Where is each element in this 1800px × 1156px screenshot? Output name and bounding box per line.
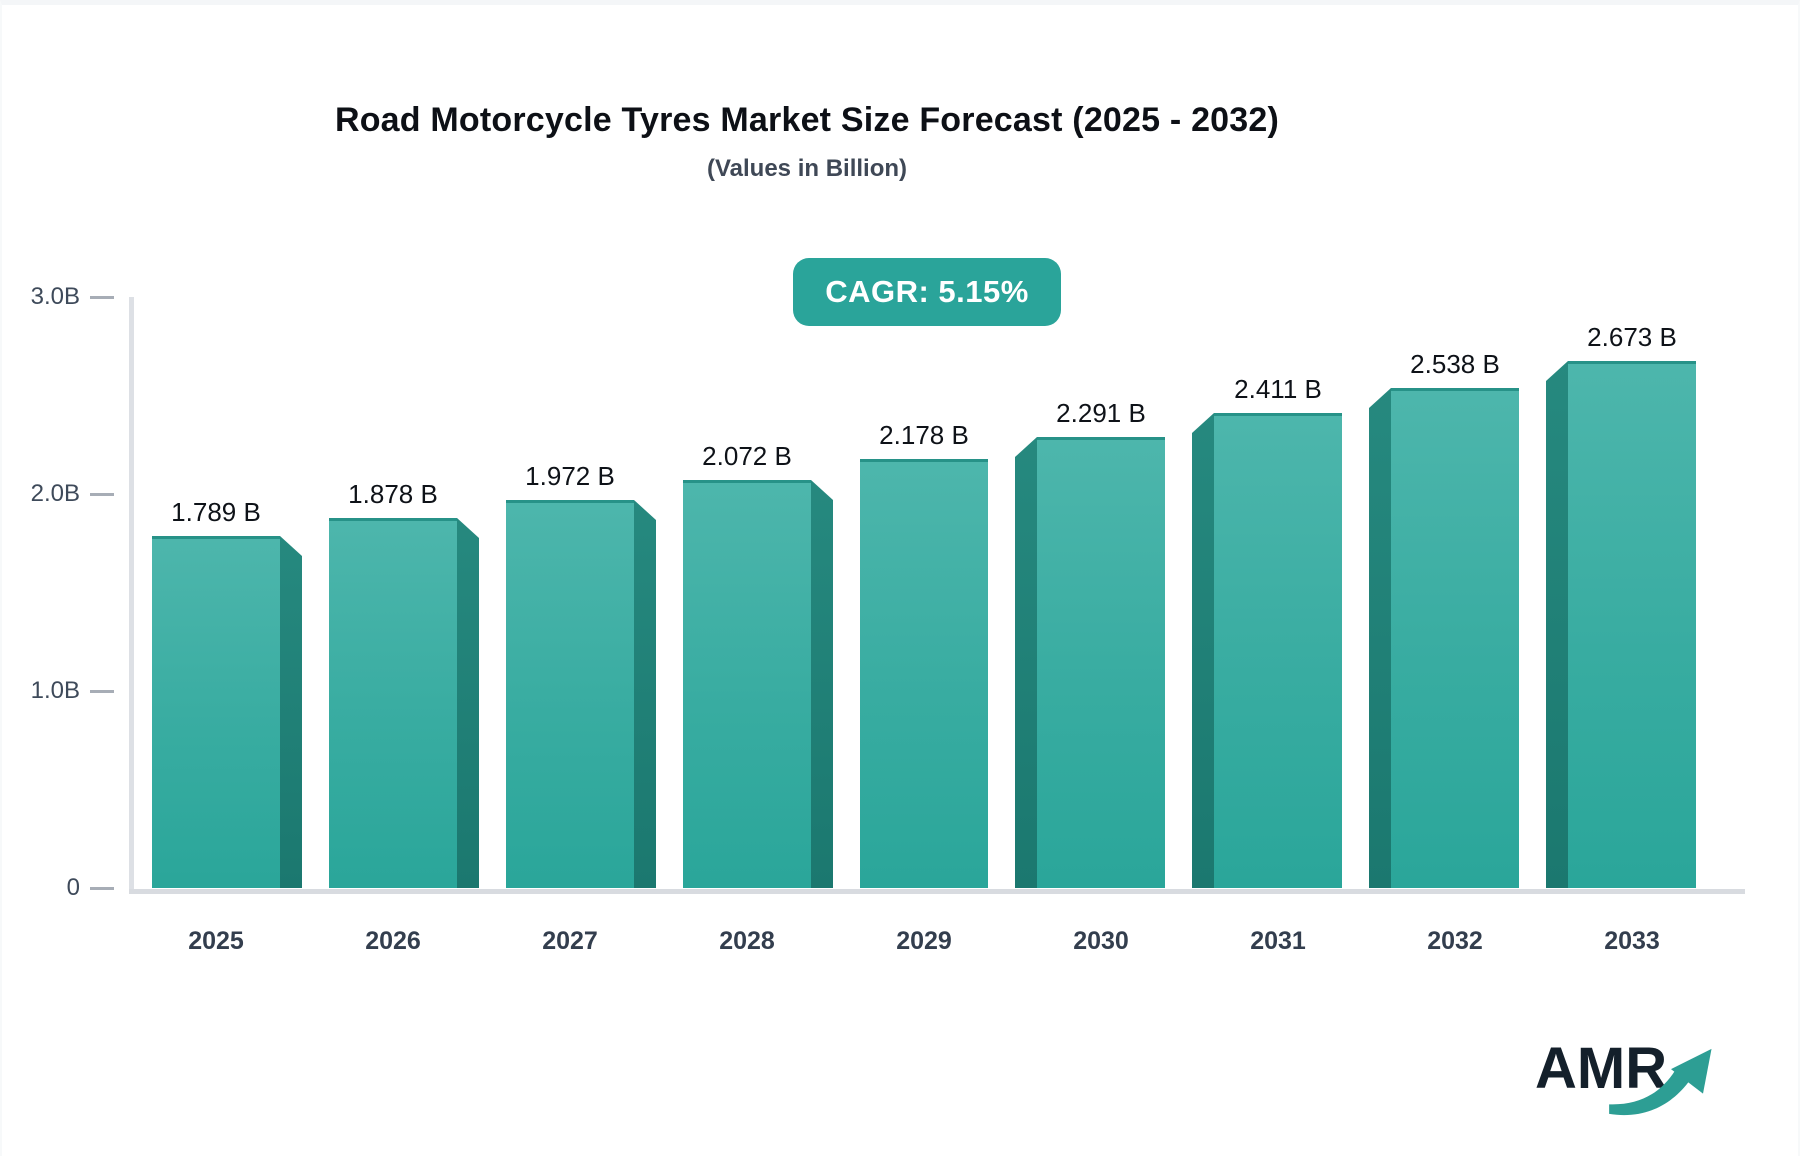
amr-logo: AMR [1512, 1027, 1732, 1137]
bar-value-label-2027: 1.972 B [525, 461, 615, 491]
y-tick-dash [90, 295, 114, 299]
bar-3d-side-2033 [1546, 361, 1568, 888]
x-axis-label-2028: 2028 [719, 927, 775, 955]
x-axis-label-2033: 2033 [1604, 927, 1660, 955]
y-tick-label: 0 [66, 874, 80, 901]
y-tick-label: 1.0B [30, 677, 80, 704]
growth-arrow-icon [1609, 1048, 1712, 1116]
bar-2030 [1037, 437, 1165, 888]
bar-2033 [1568, 361, 1696, 888]
chart-title: Road Motorcycle Tyres Market Size Foreca… [334, 101, 1280, 139]
bar-2027 [506, 500, 634, 888]
y-tick-dash [90, 689, 114, 693]
y-tick-dash [90, 492, 114, 496]
cagr-badge-label: CAGR: 5.15% [825, 274, 1029, 309]
bar-3d-side-2025 [280, 536, 302, 888]
bar-3d-side-2028 [811, 480, 833, 888]
bar-2025 [152, 536, 280, 888]
x-axis-label-2030: 2030 [1073, 927, 1129, 955]
bar-value-label-2030: 2.291 B [1056, 398, 1146, 428]
bar-2032 [1391, 388, 1519, 888]
y-axis-line [129, 297, 134, 893]
bar-value-label-2031: 2.411 B [1234, 374, 1322, 404]
x-axis-label-2027: 2027 [542, 927, 598, 955]
x-axis-label-2032: 2032 [1427, 927, 1483, 955]
bar-2031 [1214, 413, 1342, 888]
y-tick-label: 3.0B [30, 283, 80, 310]
cagr-badge: CAGR: 5.15% [793, 258, 1061, 326]
bar-3d-side-2032 [1369, 388, 1391, 888]
bar-2028 [683, 480, 811, 888]
y-tick-dash [90, 886, 114, 890]
bar-value-label-2025: 1.789 B [171, 497, 261, 527]
bar-value-label-2033: 2.673 B [1587, 322, 1677, 352]
chart-subtitle: (Values in Billion) [706, 155, 908, 182]
bar-value-label-2029: 2.178 B [879, 420, 969, 450]
bar-2026 [329, 518, 457, 888]
bar-3d-side-2031 [1192, 413, 1214, 888]
bar-value-label-2026: 1.878 B [348, 479, 438, 509]
bar-3d-side-2030 [1015, 437, 1037, 888]
bar-value-label-2028: 2.072 B [702, 441, 792, 471]
bar-3d-side-2026 [457, 518, 479, 888]
x-axis-label-2029: 2029 [896, 927, 952, 955]
bar-value-label-2032: 2.538 B [1410, 349, 1500, 379]
x-axis-label-2025: 2025 [188, 927, 244, 955]
x-axis-label-2026: 2026 [365, 927, 421, 955]
bar-3d-side-2027 [634, 500, 656, 888]
bar-2029 [860, 459, 988, 888]
y-tick-label: 2.0B [30, 480, 80, 507]
x-axis-line [129, 889, 1745, 894]
amr-logo-text: AMR [1535, 1036, 1668, 1101]
x-axis-label-2031: 2031 [1250, 927, 1306, 955]
